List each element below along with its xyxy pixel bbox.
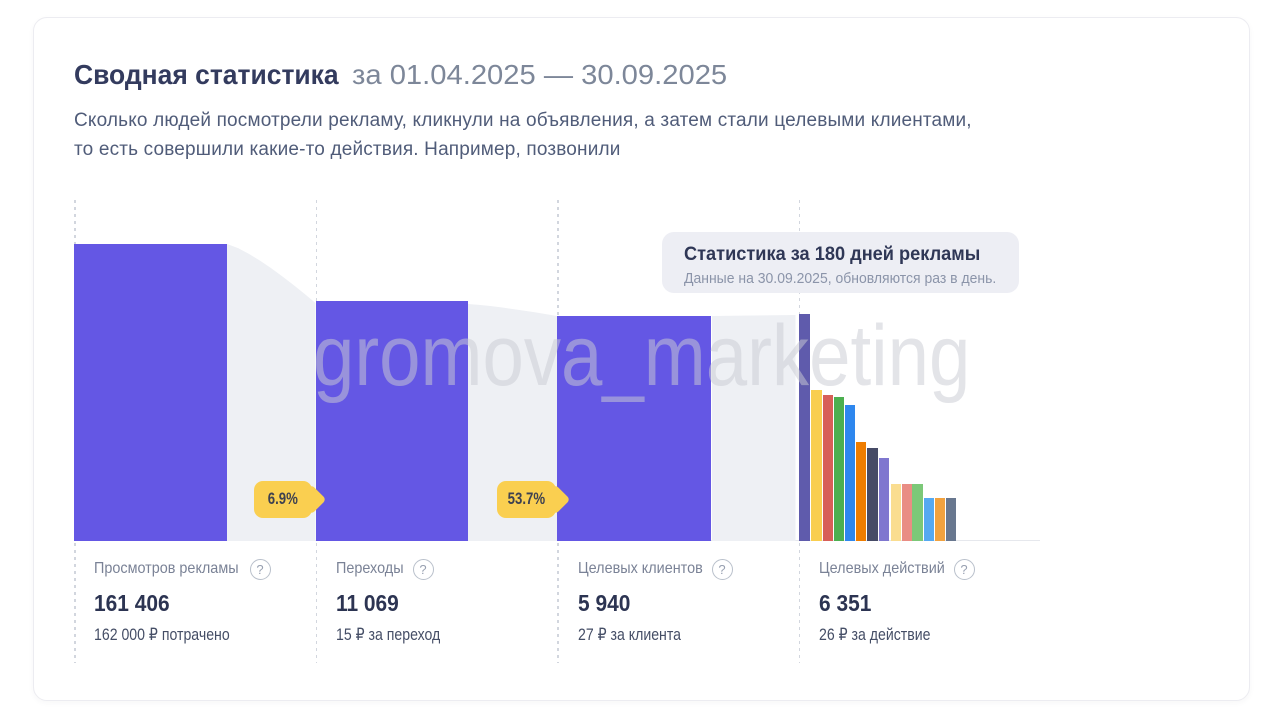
goal-mini-bar-6 — [856, 442, 867, 541]
stat-value: 5 940 — [577, 590, 630, 616]
conversion-badge-1: 6.9% — [254, 481, 312, 518]
stat-col-clicks: Переходы ? 11 069 15 ₽ за переход — [336, 557, 566, 657]
stat-note: 26 ₽ за действие — [818, 624, 930, 644]
goal-mini-bar-5 — [844, 405, 856, 541]
goal-mini-bar-9 — [890, 484, 902, 541]
help-icon[interactable]: ? — [249, 558, 271, 580]
stat-value: 161 406 — [94, 590, 170, 616]
stat-note: 162 000 ₽ потрачено — [94, 624, 230, 644]
stat-col-actions: Целевых действий ? 6 351 26 ₽ за действи… — [819, 557, 1049, 657]
stat-note: 15 ₽ за переход — [335, 624, 440, 644]
goal-mini-bar-2 — [811, 390, 822, 541]
goal-mini-bar-14 — [945, 498, 956, 541]
funnel-bar-3 — [557, 316, 711, 541]
goal-mini-bar-4 — [833, 397, 845, 541]
page-subtitle-line1: Сколько людей посмотрели рекламу, кликну… — [74, 109, 972, 131]
goal-mini-bar-10 — [901, 484, 912, 541]
goal-mini-bar-13 — [934, 498, 946, 541]
stat-note: 27 ₽ за клиента — [577, 624, 681, 644]
help-icon[interactable]: ? — [711, 558, 733, 580]
stat-label: Просмотров рекламы — [94, 559, 239, 577]
goal-mini-bar-8 — [878, 458, 889, 541]
goal-mini-bar-1 — [798, 314, 810, 541]
goal-mini-bar-7 — [867, 448, 878, 541]
stat-value: 11 069 — [335, 590, 399, 616]
stat-col-clients: Целевых клиентов ? 5 940 27 ₽ за клиента — [578, 557, 808, 657]
goal-mini-bar-3 — [822, 395, 833, 541]
help-icon[interactable]: ? — [412, 558, 434, 580]
tooltip-subtitle: Данные на 30.09.2025, обновляются раз в … — [684, 271, 997, 287]
page-title: Сводная статистика — [74, 59, 339, 90]
stat-value: 6 351 — [818, 590, 871, 616]
stat-label: Целевых действий — [818, 559, 945, 577]
conversion-badge-2-label: 53.7% — [507, 490, 546, 508]
stat-label: Целевых клиентов — [577, 559, 703, 577]
chart-tooltip: Статистика за 180 дней рекламы Данные на… — [662, 232, 1019, 293]
page-subtitle: Сколько людей посмотрели рекламу, кликну… — [74, 106, 972, 165]
help-icon[interactable]: ? — [953, 558, 975, 580]
conversion-badge-2: 53.7% — [497, 481, 556, 518]
stat-label: Переходы — [335, 559, 404, 577]
funnel-bar-1 — [74, 244, 227, 541]
page-title-period: за 01.04.2025 — 30.09.2025 — [352, 59, 728, 90]
funnel-bar-2 — [315, 301, 468, 541]
conversion-badge-1-label: 6.9% — [267, 490, 299, 508]
page-subtitle-line2: то есть совершили какие-то действия. Нап… — [74, 139, 621, 161]
stat-col-views: Просмотров рекламы ? 161 406 162 000 ₽ п… — [94, 557, 324, 657]
funnel-connector-3 — [712, 315, 796, 541]
goal-mini-bar-11 — [912, 484, 923, 541]
goal-mini-bar-12 — [924, 498, 935, 541]
tooltip-title: Статистика за 180 дней рекламы — [684, 243, 981, 265]
